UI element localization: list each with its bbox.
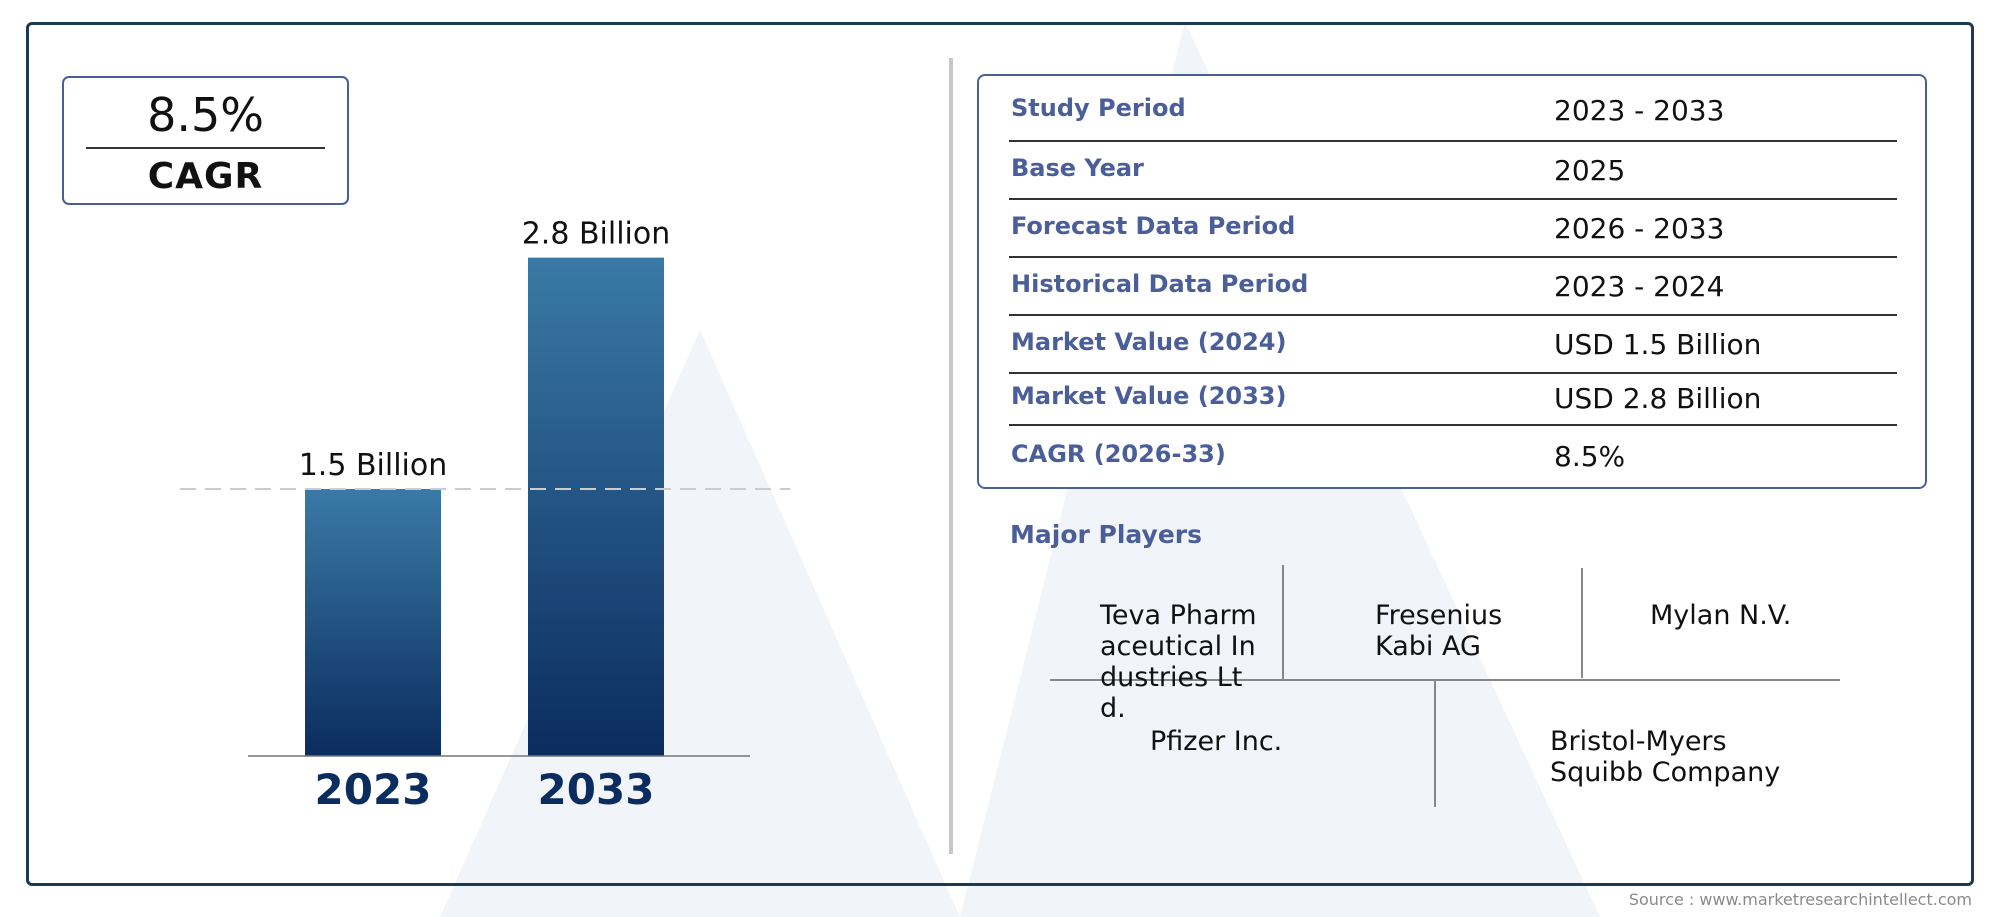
source-note: Source : www.marketresearchintellect.com — [1628, 890, 1972, 909]
info-table: Study Period 2023 - 2033 Base Year 2025 … — [977, 74, 1927, 489]
cagr-box: 8.5% CAGR — [62, 76, 349, 205]
info-key: Market Value (2033) — [1011, 382, 1287, 410]
player-name: Fresenius Kabi AG — [1375, 600, 1503, 662]
player-divider — [1050, 679, 1840, 681]
player-name: Bristol-Myers Squibb Company — [1550, 726, 1781, 788]
info-value: 2025 — [1554, 154, 1626, 187]
frame-border — [26, 22, 1974, 886]
major-players-title: Major Players — [1010, 520, 1202, 549]
bar-2023 — [305, 489, 441, 756]
player-divider — [1581, 568, 1583, 678]
info-separator — [1009, 198, 1897, 200]
info-value: 2023 - 2024 — [1554, 270, 1725, 303]
info-value: USD 1.5 Billion — [1554, 328, 1762, 361]
category-label: 2033 — [538, 765, 655, 814]
info-value: 2026 - 2033 — [1554, 212, 1725, 245]
info-separator — [1009, 372, 1897, 374]
info-separator — [1009, 424, 1897, 426]
info-key: Market Value (2024) — [1011, 328, 1287, 356]
bar-chart: 1.5 Billion 2023 2.8 Billion 2033 — [180, 217, 790, 814]
cagr-label: CAGR — [147, 156, 264, 197]
info-value: 2023 - 2033 — [1554, 94, 1725, 127]
info-separator — [1009, 256, 1897, 258]
info-key: Study Period — [1011, 94, 1186, 122]
player-divider — [1282, 565, 1284, 680]
player-name: Teva Pharmaceutical Industries Ltd. — [1100, 600, 1257, 724]
info-separator — [1009, 314, 1897, 316]
info-value: 8.5% — [1554, 440, 1626, 473]
bar-2033 — [528, 257, 664, 756]
info-value: USD 2.8 Billion — [1554, 382, 1762, 415]
category-label: 2023 — [315, 765, 432, 814]
cagr-divider — [86, 147, 325, 149]
player-divider — [1434, 680, 1436, 807]
info-key: Base Year — [1011, 154, 1144, 182]
player-name: Mylan N.V. — [1650, 600, 1792, 631]
bar-value-label: 2.8 Billion — [522, 217, 671, 252]
info-key: CAGR (2026-33) — [1011, 440, 1226, 468]
info-key: Forecast Data Period — [1011, 212, 1296, 240]
player-name: Pfizer Inc. — [1150, 726, 1283, 757]
cagr-value: 8.5% — [147, 88, 264, 142]
section-divider — [949, 58, 953, 854]
bar-value-label: 1.5 Billion — [299, 448, 448, 483]
info-separator — [1009, 140, 1897, 142]
info-key: Historical Data Period — [1011, 270, 1309, 298]
